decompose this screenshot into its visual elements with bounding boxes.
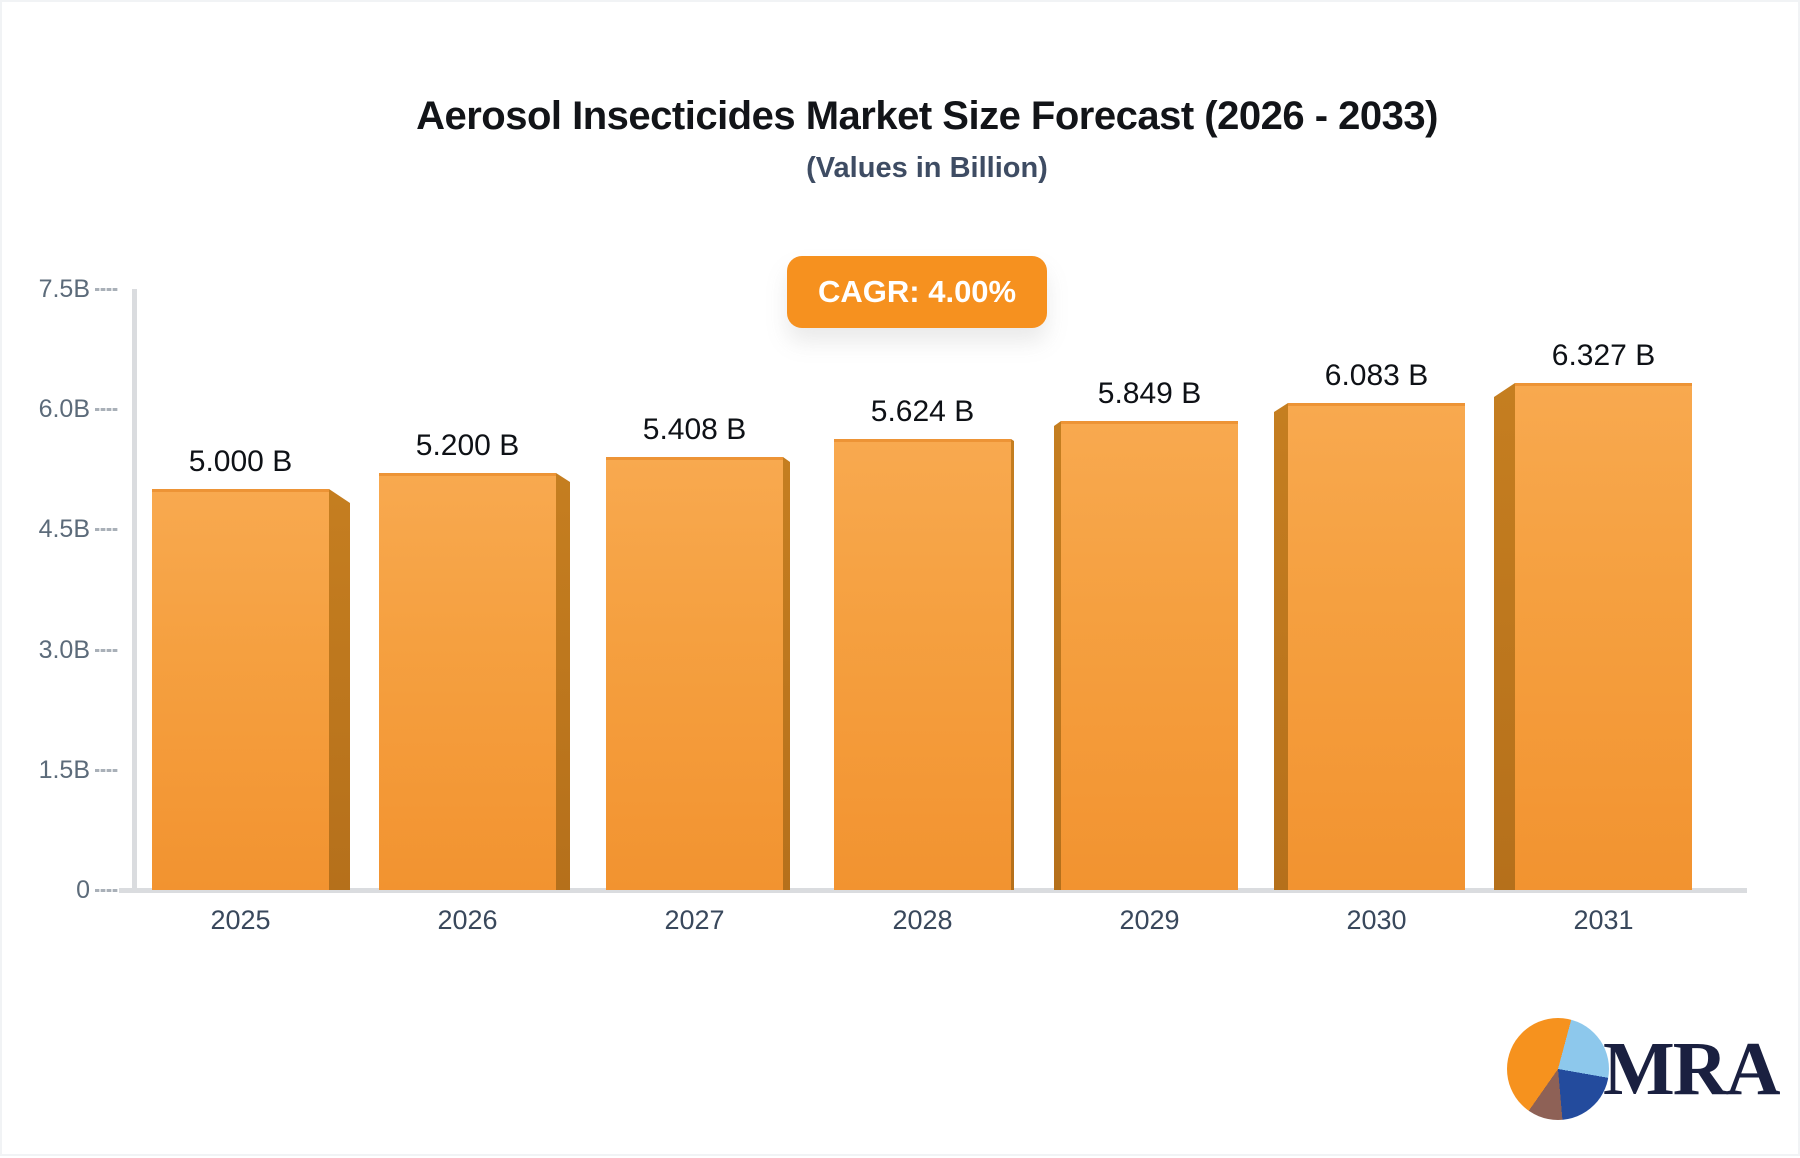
bar-side-shadow (556, 473, 570, 890)
mra-logo: MRA (1507, 1018, 1781, 1120)
bar-2030 (1274, 403, 1465, 890)
bar-side-shadow (1274, 403, 1288, 890)
y-tick-label: 0 (76, 876, 90, 904)
y-tick-dash (95, 889, 118, 892)
y-tick-label: 7.5B (38, 275, 90, 304)
bar-2029 (1054, 421, 1238, 890)
y-tick-label: 6.0B (38, 395, 90, 424)
x-axis-label: 2031 (1573, 905, 1634, 935)
pie-chart-icon (1507, 1018, 1609, 1120)
bar-face (1061, 421, 1238, 890)
y-tick-dash (95, 408, 118, 412)
x-axis-label: 2030 (1346, 905, 1407, 935)
y-tick-dash (95, 648, 118, 652)
bar-face (834, 439, 1011, 890)
bar-2031 (1494, 383, 1692, 890)
cagr-badge: CAGR: 4.00% (787, 256, 1048, 328)
logo-text: MRA (1603, 1026, 1781, 1111)
bar-value-label: 5.408 B (642, 413, 747, 446)
y-tick-dash (95, 768, 118, 772)
x-axis-label: 2027 (664, 905, 725, 935)
bar-face (1515, 383, 1692, 890)
x-axis-label: 2028 (892, 905, 953, 935)
bar-2028 (834, 439, 1014, 890)
y-tick-dash (95, 288, 118, 292)
bar-side-shadow (1494, 383, 1515, 890)
bar-side-shadow (329, 489, 350, 890)
bar-2026 (379, 473, 570, 890)
bar-2025 (152, 489, 350, 890)
y-tick-label: 4.5B (38, 515, 90, 544)
bar-face (152, 489, 329, 890)
bar-2027 (606, 457, 790, 890)
bar-value-label: 5.000 B (188, 445, 293, 478)
bar-side-shadow (1011, 439, 1014, 890)
bar-value-label: 5.849 B (1097, 377, 1202, 410)
bar-face (606, 457, 783, 890)
x-axis-line (119, 888, 1747, 893)
bar-value-label: 6.327 B (1551, 339, 1656, 372)
y-tick-label: 3.0B (38, 635, 90, 664)
y-tick-label: 1.5B (38, 755, 90, 784)
bar-value-label: 5.624 B (870, 395, 975, 428)
y-tick-dash (95, 528, 118, 532)
bar-side-shadow (783, 457, 790, 890)
chart-title: Aerosol Insecticides Market Size Forecas… (416, 94, 1438, 138)
chart-subtitle: (Values in Billion) (806, 152, 1048, 184)
x-axis-label: 2029 (1119, 905, 1180, 935)
y-axis-line (132, 289, 137, 892)
bar-face (379, 473, 556, 890)
bar-value-label: 5.200 B (415, 429, 520, 462)
bar-side-shadow (1054, 421, 1061, 890)
x-axis-label: 2025 (210, 905, 271, 935)
bar-value-label: 6.083 B (1324, 359, 1429, 392)
x-axis-label: 2026 (437, 905, 498, 935)
bar-face (1288, 403, 1465, 890)
